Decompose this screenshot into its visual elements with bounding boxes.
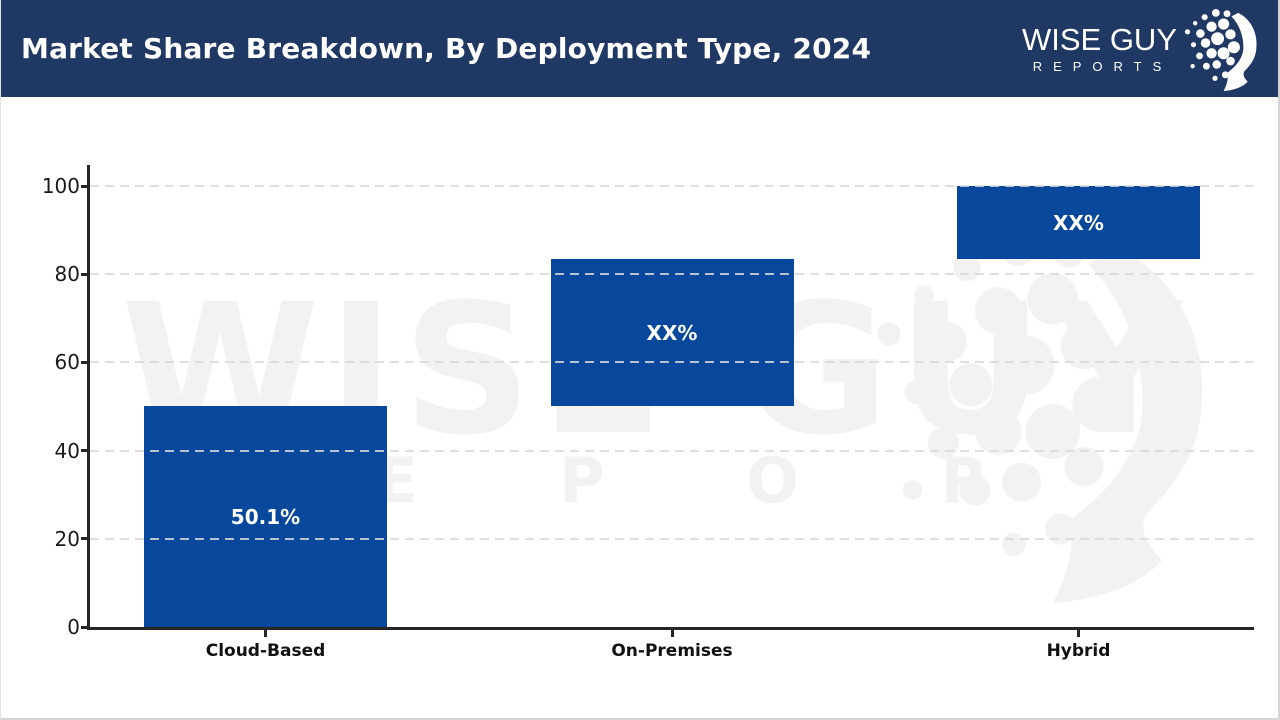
y-tick-label-80: 80	[54, 262, 80, 287]
y-tick-mark	[81, 625, 90, 629]
page-title: Market Share Breakdown, By Deployment Ty…	[21, 32, 872, 65]
y-tick-mark	[81, 184, 90, 188]
y-tick-mark	[81, 360, 90, 364]
gridline-60	[90, 361, 1254, 364]
bar-cloud-based	[144, 406, 387, 627]
y-tick-mark	[81, 449, 90, 453]
gridline-100	[90, 185, 1254, 187]
dotted-head-logo-icon	[1184, 9, 1257, 92]
wise-guy-reports-logo: WISE GUY REPORTS	[1022, 4, 1267, 94]
gridline-80	[90, 273, 1254, 276]
x-category-label-hybrid: Hybrid	[1046, 641, 1111, 661]
y-tick-label-40: 40	[54, 438, 80, 463]
x-tick-mark	[1077, 629, 1080, 637]
logo-wise-guy-text: WISE GUY	[1021, 22, 1177, 57]
y-axis-spine	[87, 164, 90, 627]
y-tick-label-60: 60	[54, 350, 80, 375]
bar-on-premises	[550, 259, 794, 407]
y-tick-label-100: 100	[41, 174, 80, 198]
x-tick-mark	[264, 629, 267, 637]
gridline-40	[90, 449, 1254, 452]
bar-hybrid	[957, 186, 1200, 260]
bar-value-label: XX%	[646, 320, 698, 345]
bar-value-label: 50.1%	[230, 504, 301, 529]
plot-region: 50.1% XX% XX% 0 20 40 60 80 100 Cloud-Based On-Pre…	[1, 97, 1278, 718]
chart-area: WISE GUY R E P O R T S 50.1%XX%XX%020406…	[1, 97, 1278, 718]
x-category-label-on-premises: On-Premises	[611, 641, 733, 661]
logo-text: WISE GUY REPORTS	[1022, 24, 1177, 74]
y-tick-mark	[81, 537, 90, 541]
bar-value-label: XX%	[1053, 210, 1104, 235]
gridline-20	[90, 537, 1254, 540]
y-tick-mark	[81, 272, 90, 276]
x-category-label-cloud-based: Cloud-Based	[205, 641, 326, 661]
x-tick-mark	[670, 629, 674, 637]
header-bar: Market Share Breakdown, By Deployment Ty…	[1, 0, 1278, 97]
x-axis-spine	[87, 627, 1254, 630]
y-tick-label-20: 20	[54, 526, 80, 551]
y-tick-label-0: 0	[67, 615, 80, 639]
logo-reports-text: REPORTS	[1032, 59, 1173, 74]
